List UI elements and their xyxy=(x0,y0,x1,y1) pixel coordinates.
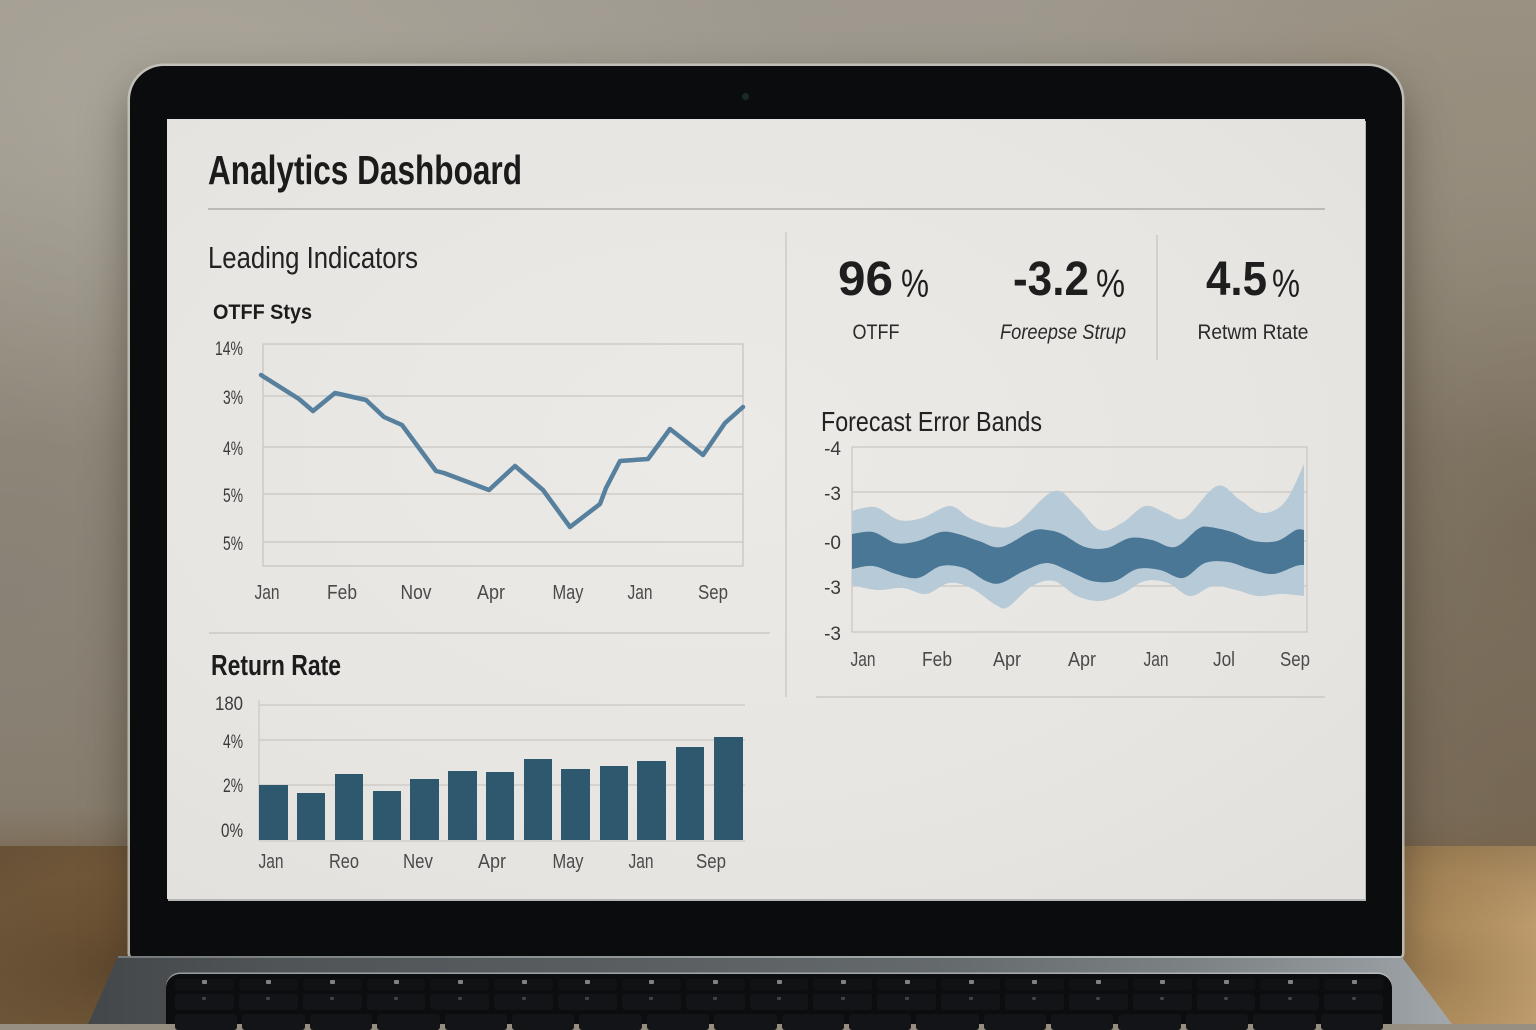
svg-text:Jol: Jol xyxy=(1213,649,1235,671)
svg-text:14%: 14% xyxy=(215,339,243,360)
svg-text:-3: -3 xyxy=(824,624,841,645)
svg-text:Feb: Feb xyxy=(327,582,357,604)
svg-text:Apr: Apr xyxy=(478,851,506,873)
svg-text:Feb: Feb xyxy=(922,649,952,671)
svg-text:Jan: Jan xyxy=(259,851,284,873)
svg-text:Reo: Reo xyxy=(329,851,359,873)
svg-text:OTFF Stys: OTFF Stys xyxy=(213,301,312,324)
svg-text:-4: -4 xyxy=(824,439,841,460)
svg-text:5%: 5% xyxy=(223,486,243,507)
svg-text:Apr: Apr xyxy=(993,649,1021,671)
svg-text:5%: 5% xyxy=(223,534,243,555)
svg-text:-0: -0 xyxy=(824,533,841,554)
svg-text:%: % xyxy=(901,263,929,306)
svg-text:May: May xyxy=(553,582,584,604)
svg-text:Apr: Apr xyxy=(1068,649,1096,671)
svg-text:96: 96 xyxy=(838,253,893,306)
svg-text:2%: 2% xyxy=(223,776,243,797)
svg-text:Sep: Sep xyxy=(696,851,726,873)
svg-text:Analytics Dashboard: Analytics Dashboard xyxy=(208,147,522,193)
svg-text:Nev: Nev xyxy=(403,851,433,873)
svg-text:Foreepse Strup: Foreepse Strup xyxy=(1000,321,1126,344)
svg-text:Apr: Apr xyxy=(477,582,505,604)
svg-text:-3: -3 xyxy=(824,578,841,599)
svg-text:Nov: Nov xyxy=(401,582,432,604)
svg-text:180: 180 xyxy=(215,694,243,715)
svg-text:0%: 0% xyxy=(221,821,243,842)
svg-text:4%: 4% xyxy=(223,439,243,460)
svg-text:-3.2: -3.2 xyxy=(1013,253,1089,306)
svg-text:Sep: Sep xyxy=(1280,649,1310,671)
svg-text:Jan: Jan xyxy=(255,582,280,604)
svg-text:Forecast Error Bands: Forecast Error Bands xyxy=(821,406,1042,437)
svg-text:Jan: Jan xyxy=(629,851,654,873)
svg-text:May: May xyxy=(553,851,584,873)
svg-text:OTFF: OTFF xyxy=(853,321,900,344)
svg-text:Leading Indicators: Leading Indicators xyxy=(208,240,418,275)
svg-text:3%: 3% xyxy=(223,388,243,409)
svg-text:4%: 4% xyxy=(223,732,243,753)
svg-text:Jan: Jan xyxy=(1144,649,1169,671)
svg-text:4.5: 4.5 xyxy=(1206,253,1267,306)
svg-text:-3: -3 xyxy=(824,484,841,505)
svg-text:Sep: Sep xyxy=(698,582,728,604)
svg-text:Jan: Jan xyxy=(851,649,876,671)
svg-text:%: % xyxy=(1272,263,1300,306)
svg-text:%: % xyxy=(1096,263,1125,306)
svg-text:Jan: Jan xyxy=(628,582,653,604)
svg-text:Retwm Rtate: Retwm Rtate xyxy=(1198,321,1309,344)
svg-text:Return Rate: Return Rate xyxy=(211,650,341,682)
